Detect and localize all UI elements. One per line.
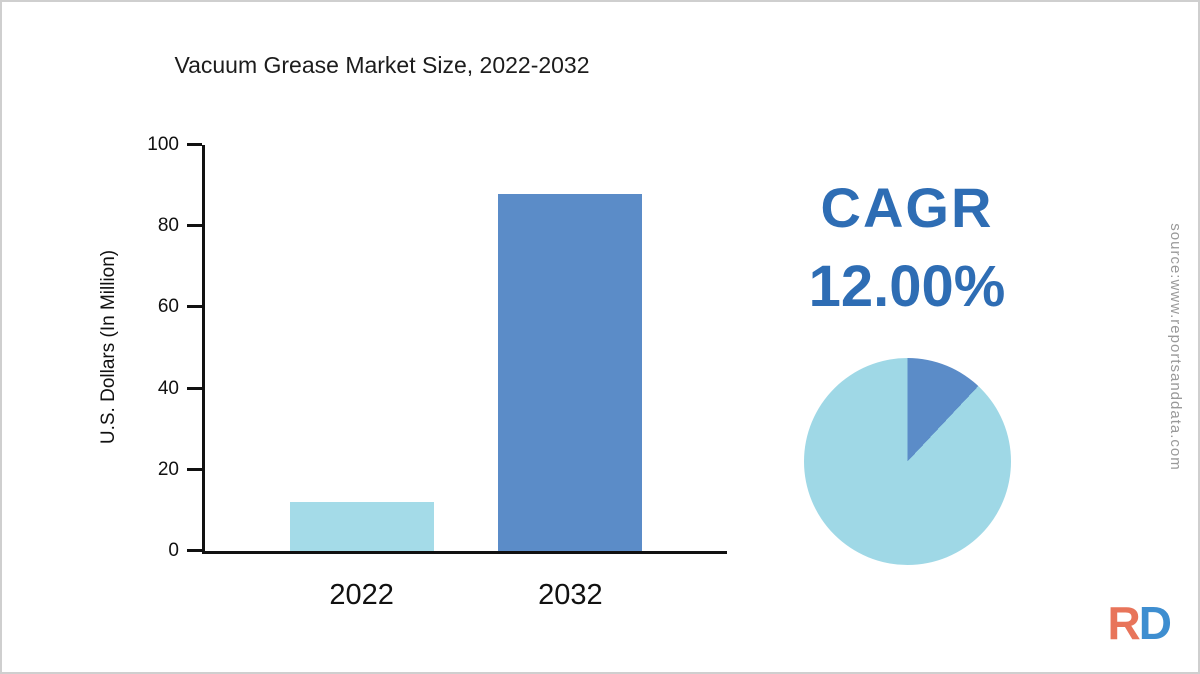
y-tick-mark: [187, 549, 202, 552]
cagr-block: CAGR 12.00%: [757, 180, 1057, 316]
cagr-value: 12.00%: [808, 254, 1006, 319]
bar-2022: [289, 502, 434, 551]
source-attribution: source:www.reportsanddata.com: [1167, 223, 1184, 471]
y-tick-mark: [187, 305, 202, 309]
chart-title: Vacuum Grease Market Size, 2022-2032: [174, 52, 590, 78]
y-axis-label: U.S. Dollars (In Million): [98, 249, 119, 445]
reportsanddata-logo: RD: [1107, 597, 1172, 649]
y-tick-label: 100: [147, 134, 179, 155]
y-tick-label: 0: [168, 540, 179, 561]
y-tick-label: 20: [157, 458, 179, 480]
cagr-pie-chart: [804, 358, 1011, 565]
logo-letter-r: R: [1107, 597, 1141, 649]
y-tick-mark: [187, 224, 202, 228]
y-tick-mark: [187, 143, 202, 146]
y-tick-label: 60: [157, 296, 179, 318]
y-tick-mark: [187, 386, 202, 390]
y-tick-label: 40: [157, 377, 179, 399]
y-tick-mark: [187, 467, 202, 471]
cagr-label: CAGR: [820, 176, 994, 239]
y-tick-label: 80: [157, 215, 179, 237]
x-tick-label: 2032: [538, 579, 603, 611]
plot-area: 0 20 40 60 80 100 2022 2032: [147, 135, 727, 611]
x-tick-label: 2022: [329, 579, 394, 611]
bar-2032: [498, 193, 643, 551]
logo-letter-d: D: [1138, 597, 1172, 649]
